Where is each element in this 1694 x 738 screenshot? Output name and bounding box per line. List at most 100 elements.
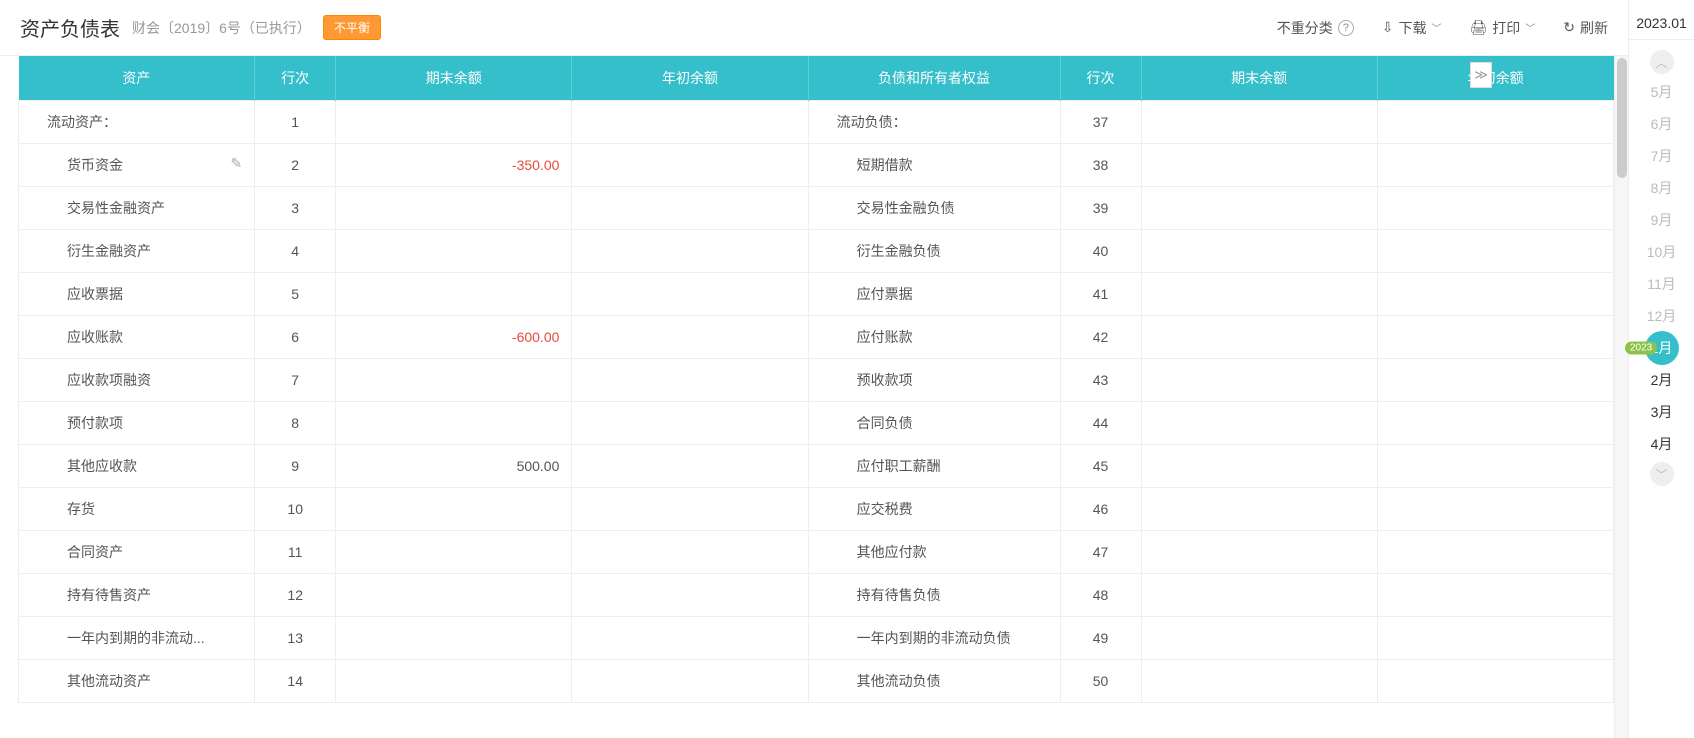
- month-item[interactable]: 8月: [1647, 172, 1677, 204]
- liability-end-cell[interactable]: [1141, 359, 1377, 402]
- asset-begin-cell[interactable]: [572, 574, 808, 617]
- liability-name-cell[interactable]: 其他流动负债: [808, 660, 1060, 703]
- liability-end-cell[interactable]: [1141, 660, 1377, 703]
- asset-begin-cell[interactable]: [572, 445, 808, 488]
- edit-icon[interactable]: ✎: [230, 155, 242, 172]
- table-row[interactable]: 预付款项8合同负债44: [19, 402, 1614, 445]
- table-row[interactable]: 其他应收款9500.00应付职工薪酬45: [19, 445, 1614, 488]
- active-month-wrap[interactable]: 2023 1月: [1629, 332, 1694, 364]
- asset-name-cell[interactable]: 衍生金融资产: [19, 230, 255, 273]
- table-row[interactable]: 应收账款6-600.00应付账款42: [19, 316, 1614, 359]
- month-item[interactable]: 2月: [1651, 364, 1673, 396]
- asset-name-cell[interactable]: 应收票据: [19, 273, 255, 316]
- liability-name-cell[interactable]: 应付票据: [808, 273, 1060, 316]
- liability-end-cell[interactable]: [1141, 187, 1377, 230]
- month-item[interactable]: 6月: [1647, 108, 1677, 140]
- current-period[interactable]: 2023.01: [1629, 6, 1694, 40]
- liability-begin-cell[interactable]: [1377, 574, 1613, 617]
- liability-end-cell[interactable]: [1141, 273, 1377, 316]
- liability-begin-cell[interactable]: [1377, 660, 1613, 703]
- table-row[interactable]: 应收款项融资7预收款项43: [19, 359, 1614, 402]
- liability-name-cell[interactable]: 短期借款: [808, 144, 1060, 187]
- liability-end-cell[interactable]: [1141, 316, 1377, 359]
- asset-end-cell[interactable]: [336, 359, 572, 402]
- liability-name-cell[interactable]: 一年内到期的非流动负债: [808, 617, 1060, 660]
- classify-button[interactable]: 不重分类 ?: [1277, 18, 1354, 38]
- asset-begin-cell[interactable]: [572, 273, 808, 316]
- liability-begin-cell[interactable]: [1377, 316, 1613, 359]
- asset-begin-cell[interactable]: [572, 660, 808, 703]
- asset-end-cell[interactable]: [336, 101, 572, 144]
- asset-name-cell[interactable]: 货币资金✎: [19, 144, 255, 187]
- liability-end-cell[interactable]: [1141, 617, 1377, 660]
- liability-end-cell[interactable]: [1141, 488, 1377, 531]
- liability-name-cell[interactable]: 合同负债: [808, 402, 1060, 445]
- liability-name-cell[interactable]: 应付职工薪酬: [808, 445, 1060, 488]
- month-item[interactable]: 12月: [1647, 300, 1677, 332]
- liability-name-cell[interactable]: 其他应付款: [808, 531, 1060, 574]
- print-button[interactable]: 🖨 打印 ﹀: [1469, 18, 1535, 38]
- refresh-button[interactable]: ↻ 刷新: [1563, 18, 1608, 38]
- vertical-scrollbar[interactable]: [1614, 56, 1628, 738]
- liability-end-cell[interactable]: [1141, 144, 1377, 187]
- asset-begin-cell[interactable]: [572, 488, 808, 531]
- liability-begin-cell[interactable]: [1377, 445, 1613, 488]
- asset-end-cell[interactable]: [336, 617, 572, 660]
- asset-name-cell[interactable]: 应收账款: [19, 316, 255, 359]
- asset-begin-cell[interactable]: [572, 531, 808, 574]
- asset-name-cell[interactable]: 应收款项融资: [19, 359, 255, 402]
- liability-begin-cell[interactable]: [1377, 187, 1613, 230]
- asset-begin-cell[interactable]: [572, 359, 808, 402]
- liability-begin-cell[interactable]: [1377, 531, 1613, 574]
- asset-end-cell[interactable]: [336, 402, 572, 445]
- liability-begin-cell[interactable]: [1377, 101, 1613, 144]
- asset-begin-cell[interactable]: [572, 316, 808, 359]
- liability-name-cell[interactable]: 流动负债：: [808, 101, 1060, 144]
- liability-name-cell[interactable]: 衍生金融负债: [808, 230, 1060, 273]
- download-button[interactable]: ⇩ 下载 ﹀: [1382, 18, 1442, 38]
- asset-name-cell[interactable]: 持有待售资产: [19, 574, 255, 617]
- asset-end-cell[interactable]: [336, 273, 572, 316]
- liability-end-cell[interactable]: [1141, 574, 1377, 617]
- table-row[interactable]: 应收票据5应付票据41: [19, 273, 1614, 316]
- table-row[interactable]: 衍生金融资产4衍生金融负债40: [19, 230, 1614, 273]
- asset-name-cell[interactable]: 交易性金融资产: [19, 187, 255, 230]
- table-row[interactable]: 货币资金✎2-350.00短期借款38: [19, 144, 1614, 187]
- expand-columns-button[interactable]: ≫: [1470, 62, 1492, 88]
- scroll-up-button[interactable]: ︿: [1650, 50, 1674, 74]
- asset-end-cell[interactable]: -600.00: [336, 316, 572, 359]
- month-item[interactable]: 7月: [1647, 140, 1677, 172]
- liability-begin-cell[interactable]: [1377, 402, 1613, 445]
- asset-end-cell[interactable]: [336, 531, 572, 574]
- asset-end-cell[interactable]: [336, 230, 572, 273]
- help-icon[interactable]: ?: [1338, 20, 1354, 36]
- balance-sheet-table[interactable]: 资产 行次 期末余额 年初余额 负债和所有者权益 行次 期末余额 年初余额 流动…: [18, 56, 1614, 738]
- liability-begin-cell[interactable]: [1377, 144, 1613, 187]
- liability-end-cell[interactable]: [1141, 531, 1377, 574]
- month-item[interactable]: 4月: [1651, 428, 1673, 460]
- asset-begin-cell[interactable]: [572, 617, 808, 660]
- liability-name-cell[interactable]: 持有待售负债: [808, 574, 1060, 617]
- asset-begin-cell[interactable]: [572, 101, 808, 144]
- liability-name-cell[interactable]: 应付账款: [808, 316, 1060, 359]
- liability-begin-cell[interactable]: [1377, 359, 1613, 402]
- liability-begin-cell[interactable]: [1377, 273, 1613, 316]
- asset-begin-cell[interactable]: [572, 144, 808, 187]
- asset-name-cell[interactable]: 合同资产: [19, 531, 255, 574]
- liability-name-cell[interactable]: 预收款项: [808, 359, 1060, 402]
- table-row[interactable]: 交易性金融资产3交易性金融负债39: [19, 187, 1614, 230]
- month-item[interactable]: 3月: [1651, 396, 1673, 428]
- asset-name-cell[interactable]: 预付款项: [19, 402, 255, 445]
- asset-name-cell[interactable]: 存货: [19, 488, 255, 531]
- month-item[interactable]: 10月: [1647, 236, 1677, 268]
- table-row[interactable]: 持有待售资产12持有待售负债48: [19, 574, 1614, 617]
- asset-name-cell[interactable]: 其他应收款: [19, 445, 255, 488]
- asset-end-cell[interactable]: 500.00: [336, 445, 572, 488]
- asset-end-cell[interactable]: [336, 660, 572, 703]
- table-row[interactable]: 其他流动资产14其他流动负债50: [19, 660, 1614, 703]
- table-row[interactable]: 流动资产：1流动负债：37: [19, 101, 1614, 144]
- asset-end-cell[interactable]: [336, 488, 572, 531]
- month-item[interactable]: 9月: [1647, 204, 1677, 236]
- asset-end-cell[interactable]: [336, 574, 572, 617]
- asset-name-cell[interactable]: 其他流动资产: [19, 660, 255, 703]
